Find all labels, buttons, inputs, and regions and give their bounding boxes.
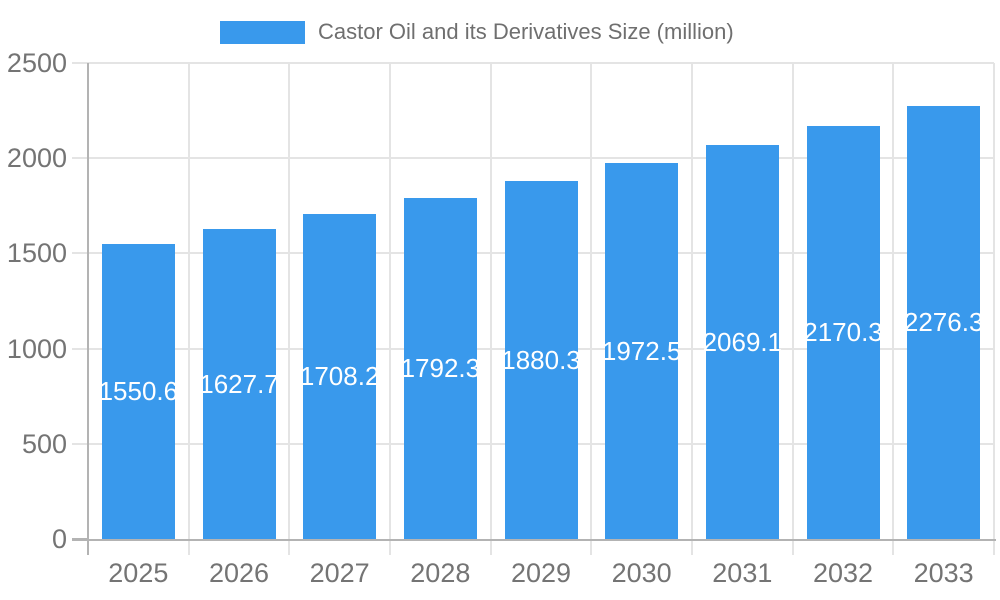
bar [403, 197, 477, 539]
bar-value-label: 1627.7 [199, 369, 279, 400]
bar [202, 229, 276, 539]
gridline-horizontal [72, 62, 994, 64]
bar-value-label: 1880.3 [501, 344, 581, 375]
bar [907, 105, 981, 539]
gridline-vertical [892, 63, 895, 555]
bar [806, 125, 880, 539]
bar-value-label: 1972.5 [601, 336, 682, 367]
gridline-horizontal [72, 157, 994, 160]
y-tick-label: 1500 [6, 238, 67, 269]
legend: Castor Oil and its Derivatives Size (mil… [220, 19, 734, 45]
y-axis-line [87, 63, 89, 555]
bar-value-label: 2276.3 [903, 307, 984, 338]
bar-value-label: 1708.2 [299, 361, 380, 392]
gridline-vertical [187, 63, 190, 555]
x-tick-label: 2029 [510, 558, 572, 588]
y-tick-label: 1000 [6, 333, 67, 364]
legend-label: Castor Oil and its Derivatives Size (mil… [318, 19, 734, 44]
gridline-vertical [590, 63, 593, 555]
bar [504, 180, 578, 539]
x-axis-line [72, 539, 996, 541]
gridline-vertical [691, 63, 693, 555]
gridline-vertical [288, 63, 291, 555]
bar [303, 213, 377, 539]
x-tick-label: 2033 [913, 558, 974, 588]
gridline-vertical [791, 63, 794, 555]
gridline-vertical [489, 63, 492, 555]
y-tick-label: 2000 [6, 143, 67, 174]
y-tick-label: 500 [21, 428, 67, 459]
legend-swatch [220, 20, 305, 44]
bar [101, 243, 175, 539]
x-tick-label: 2028 [410, 558, 471, 588]
gridline-vertical [389, 63, 391, 555]
x-tick-label: 2027 [309, 558, 370, 588]
x-tick-label: 2026 [208, 558, 270, 588]
x-tick-label: 2025 [108, 558, 169, 588]
y-tick-label: 0 [51, 524, 67, 554]
bar-value-label: 2069.1 [702, 327, 783, 358]
x-tick-label: 2031 [712, 558, 773, 588]
bar-value-label: 2170.3 [803, 317, 883, 348]
gridline-vertical [993, 63, 995, 555]
bar-value-label: 1550.6 [98, 376, 179, 407]
bar [605, 163, 679, 539]
bar [705, 145, 779, 539]
x-tick-label: 2032 [812, 558, 874, 588]
x-tick-label: 2030 [611, 558, 672, 588]
y-tick-label: 2500 [6, 48, 67, 78]
bar-value-label: 1792.3 [400, 353, 481, 384]
